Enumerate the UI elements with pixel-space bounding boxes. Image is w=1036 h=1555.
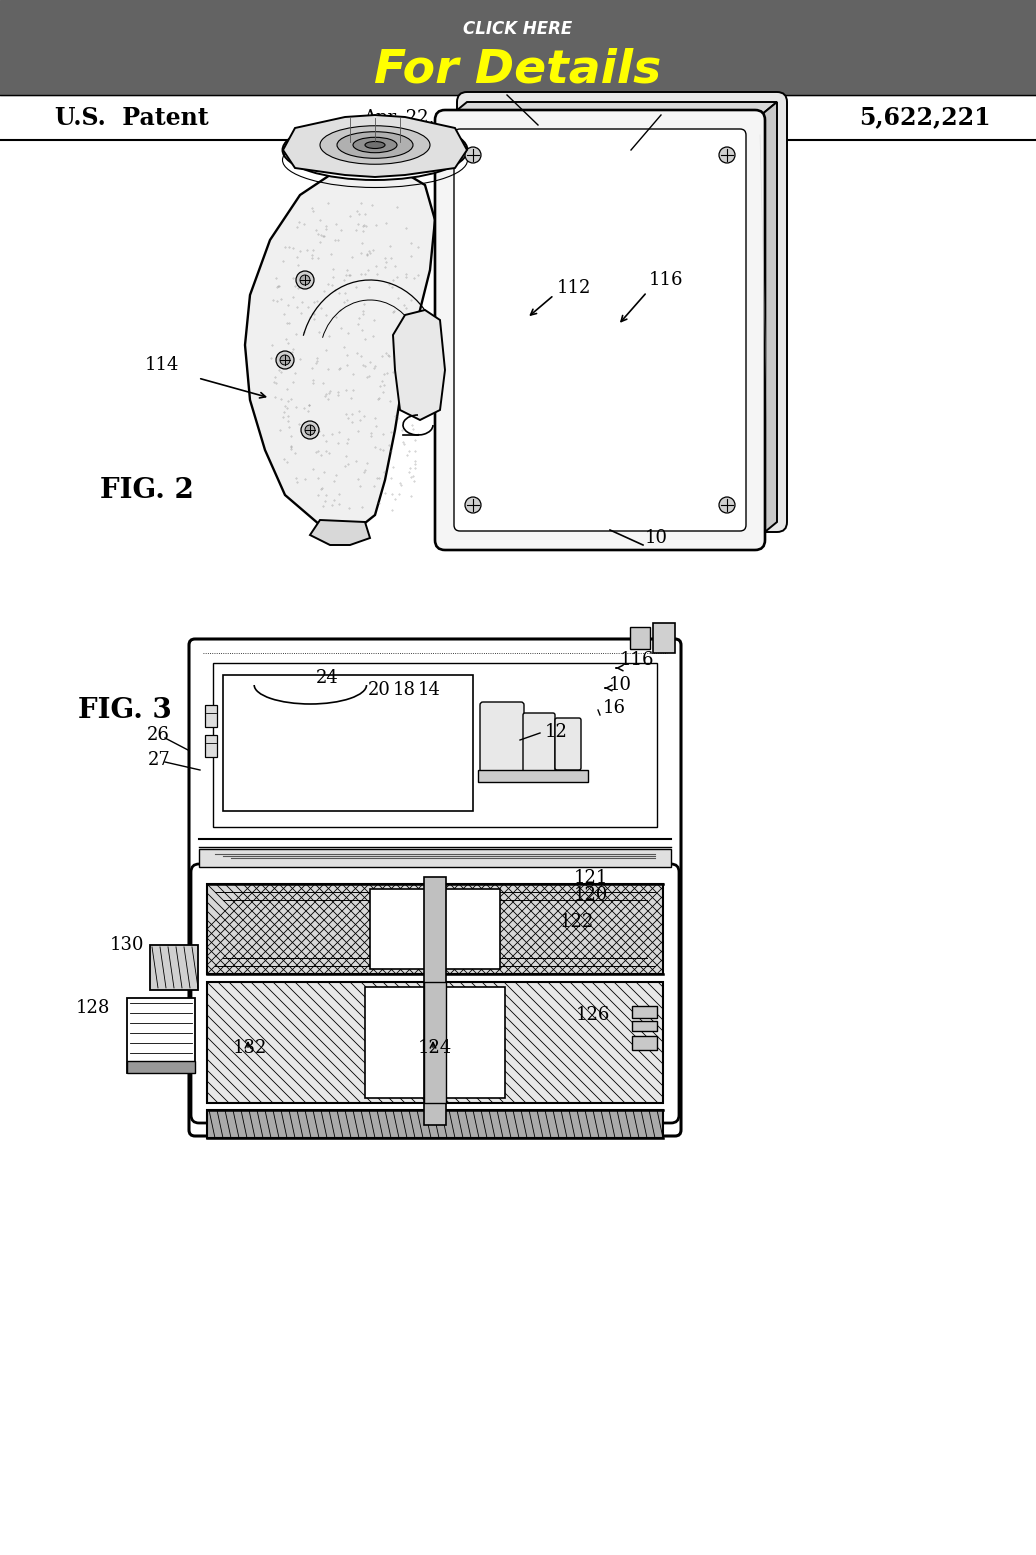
- Bar: [127, 1062, 195, 1073]
- Text: Apr. 22, 1997: Apr. 22, 1997: [364, 109, 486, 126]
- FancyBboxPatch shape: [191, 865, 679, 1123]
- Bar: [205, 704, 217, 728]
- FancyBboxPatch shape: [454, 129, 746, 530]
- Bar: [127, 998, 195, 1073]
- Bar: [365, 987, 505, 1098]
- Circle shape: [305, 425, 315, 435]
- Text: 124: 124: [418, 1039, 453, 1057]
- Polygon shape: [445, 103, 777, 120]
- Text: FIG. 2: FIG. 2: [100, 476, 194, 504]
- Text: 26: 26: [147, 726, 170, 743]
- Bar: [205, 736, 217, 757]
- Circle shape: [300, 275, 310, 285]
- Circle shape: [465, 498, 481, 513]
- Polygon shape: [244, 169, 435, 535]
- Bar: [207, 883, 663, 973]
- Text: Sheet 2 of 6: Sheet 2 of 6: [530, 109, 640, 126]
- Text: 24: 24: [316, 669, 339, 687]
- Polygon shape: [755, 103, 777, 540]
- Bar: [630, 627, 650, 648]
- Text: 116: 116: [620, 652, 655, 669]
- Text: 10: 10: [609, 676, 632, 694]
- Text: 126: 126: [576, 1006, 610, 1025]
- Text: U.S.  Patent: U.S. Patent: [55, 106, 208, 129]
- Circle shape: [280, 355, 290, 365]
- Bar: [207, 983, 663, 1102]
- Text: 116: 116: [649, 271, 684, 289]
- FancyBboxPatch shape: [189, 639, 681, 1137]
- Polygon shape: [283, 115, 467, 177]
- Text: 114: 114: [145, 356, 179, 375]
- Text: 112: 112: [557, 278, 592, 297]
- Bar: [0, 95, 1036, 140]
- Ellipse shape: [320, 126, 430, 165]
- Text: 16: 16: [603, 700, 626, 717]
- Circle shape: [296, 271, 314, 289]
- Ellipse shape: [283, 120, 467, 180]
- Bar: [370, 889, 500, 969]
- Text: 5,622,221: 5,622,221: [860, 106, 991, 129]
- Bar: [653, 624, 675, 653]
- Text: For Details: For Details: [374, 48, 662, 93]
- Text: 122: 122: [560, 913, 595, 931]
- FancyBboxPatch shape: [480, 701, 524, 773]
- FancyBboxPatch shape: [523, 714, 555, 771]
- Bar: [0, 0, 1036, 95]
- Text: 20: 20: [368, 681, 391, 700]
- Text: 130: 130: [110, 936, 144, 955]
- Text: CLICK HERE: CLICK HERE: [463, 20, 573, 37]
- Text: 14: 14: [418, 681, 441, 700]
- Text: 18: 18: [393, 681, 416, 700]
- Polygon shape: [393, 309, 445, 420]
- Bar: [424, 983, 447, 1102]
- Ellipse shape: [353, 137, 397, 152]
- Bar: [478, 770, 588, 782]
- Circle shape: [276, 351, 294, 369]
- Bar: [223, 675, 472, 810]
- Bar: [632, 1036, 657, 1050]
- Text: 120: 120: [574, 886, 608, 903]
- Bar: [632, 1006, 657, 1019]
- Text: 27: 27: [148, 751, 171, 770]
- Bar: [632, 1022, 657, 1031]
- Text: 121: 121: [574, 869, 608, 886]
- Ellipse shape: [337, 132, 413, 159]
- Bar: [207, 1110, 663, 1138]
- Circle shape: [719, 148, 735, 163]
- Circle shape: [465, 148, 481, 163]
- Text: FIG. 3: FIG. 3: [78, 697, 172, 723]
- Bar: [424, 877, 447, 1124]
- FancyBboxPatch shape: [457, 92, 787, 532]
- Bar: [150, 945, 198, 991]
- Ellipse shape: [365, 142, 385, 148]
- Text: 132: 132: [233, 1039, 267, 1057]
- Bar: [199, 849, 671, 868]
- Text: 12: 12: [545, 723, 568, 742]
- FancyBboxPatch shape: [555, 718, 581, 770]
- Text: 10: 10: [645, 529, 668, 547]
- Circle shape: [301, 421, 319, 439]
- Polygon shape: [310, 519, 370, 544]
- FancyBboxPatch shape: [435, 110, 765, 550]
- Circle shape: [719, 498, 735, 513]
- Bar: [213, 662, 657, 827]
- Text: 128: 128: [76, 998, 111, 1017]
